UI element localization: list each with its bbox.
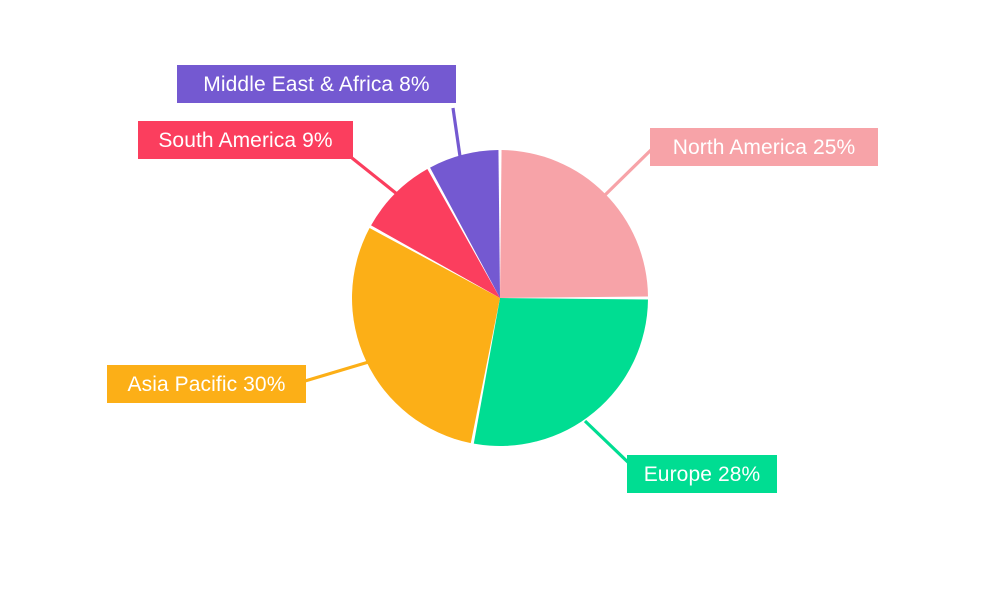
pie-slice-asia-pacific[interactable]	[352, 228, 500, 444]
pie-slice-north-america[interactable]	[500, 150, 648, 298]
pie-label-text: Asia Pacific 30%	[127, 372, 286, 396]
pie-slice-europe[interactable]	[473, 298, 648, 446]
pie-label-text: South America 9%	[158, 128, 333, 152]
leader-line-south-america	[351, 156, 403, 200]
pie-label-text: Europe 28%	[643, 462, 761, 486]
pie-slice-middle-east-africa[interactable]	[430, 150, 500, 298]
pie-slice-south-america[interactable]	[371, 169, 500, 298]
leader-line-europe	[583, 419, 635, 469]
pie-label-north-america[interactable]: North America 25%	[650, 128, 878, 166]
leader-line-north-america	[602, 145, 656, 198]
pie-wedges-group	[352, 150, 648, 446]
pie-label-text: North America 25%	[672, 135, 856, 159]
pie-label-south-america[interactable]: South America 9%	[138, 121, 353, 159]
pie-label-asia-pacific[interactable]: Asia Pacific 30%	[107, 365, 306, 403]
pie-label-text: Middle East & Africa 8%	[203, 72, 430, 96]
pie-label-middle-east-africa[interactable]: Middle East & Africa 8%	[177, 65, 456, 103]
pie-label-europe[interactable]: Europe 28%	[627, 455, 777, 493]
